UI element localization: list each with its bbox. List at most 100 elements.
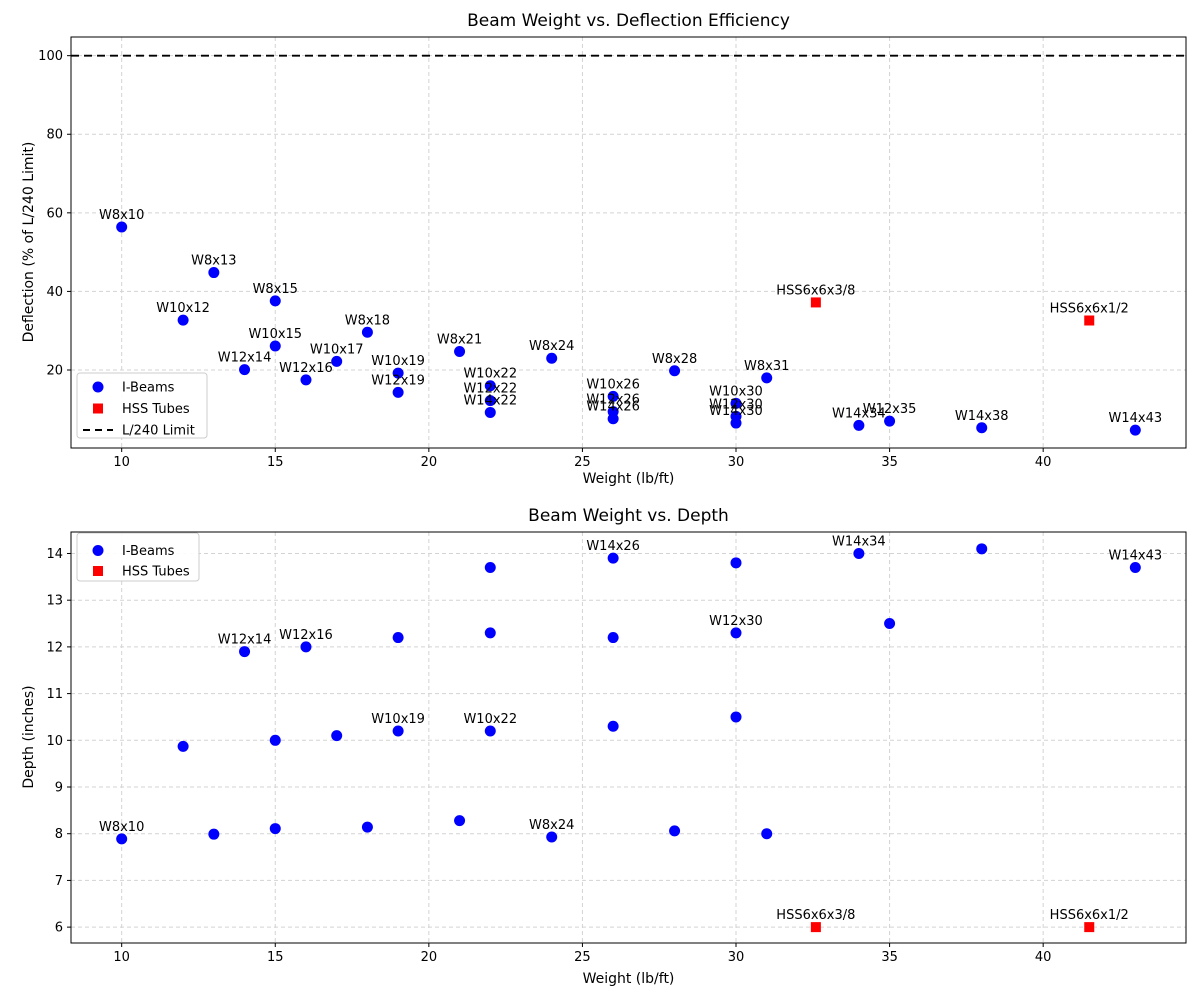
data-point-W14x43: [1129, 561, 1141, 573]
data-point-W8x21: [454, 815, 466, 827]
legend-label: I-Beams: [122, 544, 175, 559]
point-label-W8x10: W8x10: [99, 820, 144, 835]
data-point-W12x16: [300, 374, 312, 386]
legend: I-Beams HSS Tubes: [76, 532, 200, 582]
x-tick-label: 15: [267, 950, 284, 965]
y-tick-label: 9: [55, 781, 63, 796]
x-tick-label: 35: [881, 455, 898, 470]
data-point-W8x31: [761, 828, 773, 840]
point-label-W8x13: W8x13: [191, 254, 236, 269]
data-point-W12x26: [607, 632, 619, 644]
legend-label: I-Beams: [122, 381, 175, 396]
data-point-W8x28: [669, 825, 681, 837]
data-point-W10x17: [331, 355, 343, 367]
deflection-chart-xlabel: Weight (lb/ft): [582, 471, 675, 487]
series-i-beams: [116, 221, 1141, 436]
point-label-W14x43: W14x43: [1108, 548, 1162, 563]
data-point-W12x14: [239, 646, 251, 658]
data-point-W8x24: [546, 831, 558, 843]
data-point-W8x15: [269, 295, 281, 307]
data-point-W14x38: [976, 543, 988, 555]
data-point-W12x30: [730, 627, 742, 639]
x-tick-label: 25: [574, 950, 591, 965]
data-point-W10x15: [269, 340, 281, 352]
point-label-W14x38: W14x38: [955, 409, 1009, 424]
data-point-W10x26: [607, 390, 619, 402]
x-tick-label: 30: [728, 455, 745, 470]
data-point-W10x22: [484, 725, 496, 737]
point-label-W14x43: W14x43: [1108, 411, 1162, 426]
point-label-W14x34: W14x34: [832, 534, 886, 549]
point-label-W14x26: W14x26: [586, 400, 640, 415]
data-point-W10x12: [177, 314, 189, 326]
data-point-W12x35: [884, 618, 896, 630]
point-label-W10x12: W10x12: [156, 301, 210, 316]
x-tick-label: 20: [421, 950, 438, 965]
grid-lines: [71, 532, 1186, 943]
data-point-HSS6x6x3/8: [810, 922, 821, 933]
data-point-W12x16: [300, 641, 312, 653]
x-tick-label: 20: [421, 455, 438, 470]
data-point-W12x19: [392, 632, 404, 644]
y-tick-label: 11: [46, 687, 63, 702]
point-label-W14x22: W14x22: [463, 393, 517, 408]
legend-marker-square: [93, 403, 103, 414]
point-label-W12x35: W12x35: [863, 402, 917, 417]
data-point-W8x13: [208, 267, 220, 279]
data-point-W14x22: [484, 406, 496, 418]
point-label-HSS6x6x3/8: HSS6x6x3/8: [776, 283, 855, 298]
tick-labels: 10 15 20 25 30 35 40 20 40 60 80 100: [38, 49, 1051, 470]
point-label-W10x15: W10x15: [248, 327, 302, 342]
point-label-W10x22: W10x22: [463, 367, 517, 382]
data-point-W14x34: [853, 547, 865, 559]
legend-marker-circle: [92, 545, 104, 556]
deflection-chart-title: Beam Weight vs. Deflection Efficiency: [467, 11, 790, 31]
point-label-W8x24: W8x24: [529, 818, 574, 833]
deflection-chart-ylabel: Deflection (% of L/240 Limit): [21, 141, 37, 343]
point-annotations: W8x10 W8x24 W10x19 W10x22 W12x14 W12x16 W12x30…: [99, 534, 1162, 923]
data-point-HSS6x6x3/8: [810, 297, 821, 308]
legend-marker-circle: [92, 381, 104, 393]
data-point-W8x31: [761, 372, 773, 384]
data-point-W8x24: [546, 352, 558, 364]
point-label-W10x22: W10x22: [463, 712, 517, 727]
legend-box: [76, 372, 208, 439]
point-label-W8x31: W8x31: [744, 359, 789, 374]
point-label-W10x30: W10x30: [709, 384, 763, 399]
plot-border: [70, 531, 1187, 944]
x-tick-label: 25: [574, 455, 591, 470]
data-point-W14x22: [484, 561, 496, 573]
legend: I-Beams HSS Tubes L/240 Limit: [76, 372, 208, 439]
x-tick-label: 30: [728, 950, 745, 965]
point-label-W10x19: W10x19: [371, 354, 425, 369]
data-point-W12x19: [392, 386, 404, 398]
legend-label: HSS Tubes: [122, 402, 190, 417]
point-label-W14x34: W14x34: [832, 406, 886, 421]
data-point-W14x26: [607, 552, 619, 564]
y-tick-label: 14: [46, 547, 63, 562]
data-point-W14x43: [1129, 424, 1141, 436]
point-label-W12x14: W12x14: [218, 633, 272, 648]
y-tick-label: 8: [55, 827, 63, 842]
point-label-W8x24: W8x24: [529, 339, 574, 354]
data-point-HSS6x6x1/2: [1084, 922, 1095, 933]
data-point-W12x35: [884, 415, 896, 427]
x-tick-label: 10: [113, 455, 130, 470]
y-tick-label: 10: [46, 734, 63, 749]
data-point-W12x14: [239, 364, 251, 376]
data-point-W8x18: [361, 821, 373, 833]
axis-ticks: [67, 552, 1044, 947]
y-tick-label: 6: [55, 921, 63, 936]
series-hss-tubes: [810, 922, 1095, 933]
x-tick-label: 35: [881, 950, 898, 965]
depth-chart: 10 15 20 25 30 35 40 6 7 8 9 10 11 12 13 14 W8x10 W8x24 W1…: [46, 531, 1187, 965]
tick-labels: 10 15 20 25 30 35 40 6 7 8 9 10 11 12 13 14: [46, 547, 1051, 965]
y-tick-label: 12: [46, 640, 63, 655]
point-label-W12x30: W12x30: [709, 397, 763, 412]
deflection-chart: 10 15 20 25 30 35 40 20 40 60 80 100 W8x10 W8x13 W8x15…: [38, 36, 1187, 470]
legend-label: L/240 Limit: [122, 424, 195, 439]
data-point-W10x26: [607, 720, 619, 732]
x-tick-label: 15: [267, 455, 284, 470]
data-point-W14x30: [730, 417, 742, 429]
x-tick-label: 40: [1035, 455, 1052, 470]
